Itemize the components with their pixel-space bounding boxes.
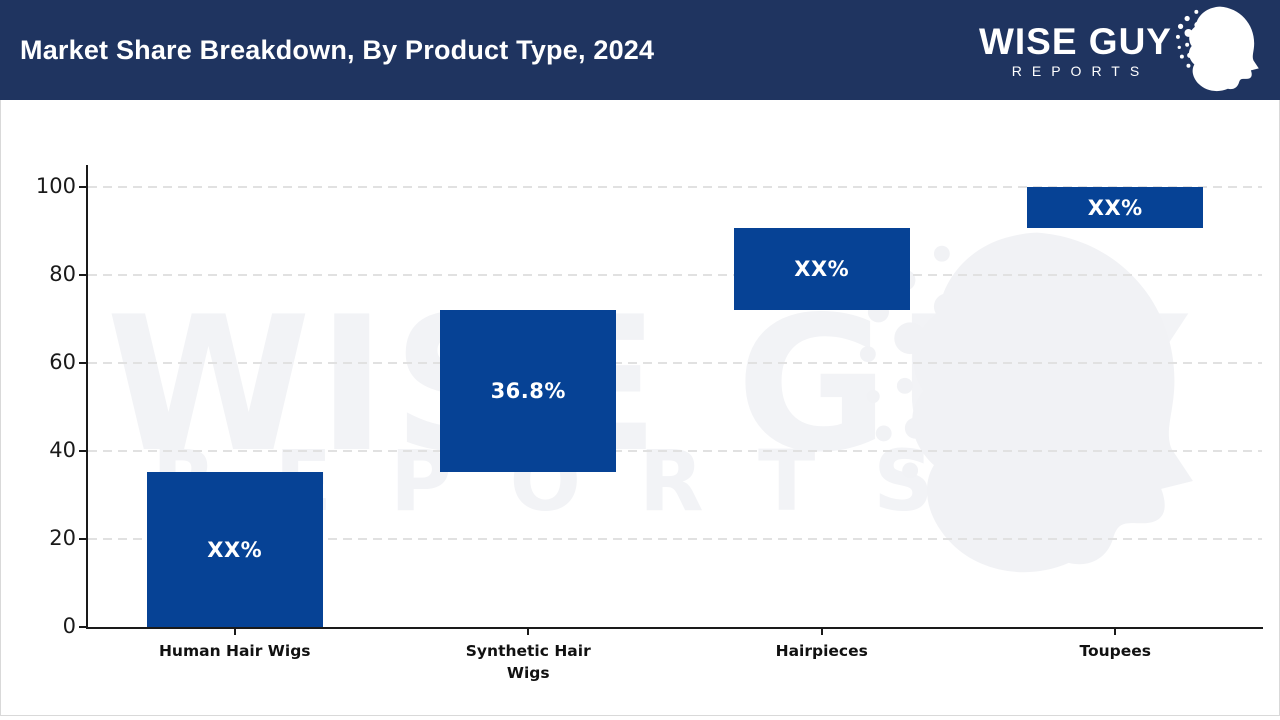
x-tick-label: Human Hair Wigs — [158, 642, 311, 660]
y-tick-label: 60 — [49, 350, 76, 374]
y-tick-label: 40 — [49, 438, 76, 462]
bar-value-label: XX% — [794, 257, 850, 282]
chart-bar: XX% — [733, 228, 910, 311]
y-tick-label: 80 — [49, 262, 76, 286]
gridline — [88, 362, 1262, 364]
brand-logo: WISE GUY REPORTS — [979, 4, 1266, 96]
x-tick-mark — [1114, 627, 1117, 635]
bar-value-label: XX% — [1087, 195, 1143, 220]
y-tick-mark — [79, 626, 88, 628]
chart-bar: XX% — [146, 472, 323, 627]
y-tick-mark — [79, 450, 88, 452]
bar-value-label: 36.8% — [490, 379, 566, 404]
y-tick-label: 20 — [49, 526, 76, 550]
y-tick-label: 0 — [62, 614, 76, 638]
y-tick-label: 100 — [35, 174, 76, 198]
gridline — [88, 274, 1262, 276]
brand-name: WISE GUY — [978, 20, 1172, 62]
y-tick-mark — [79, 186, 88, 188]
x-tick-mark — [820, 627, 823, 635]
x-tick-mark — [233, 627, 236, 635]
bar-value-label: XX% — [207, 537, 263, 562]
y-tick-mark — [79, 274, 88, 276]
x-tick-label: Synthetic Hair Wigs — [465, 642, 591, 682]
x-tick-label: Hairpieces — [775, 642, 868, 660]
dotted-head-icon — [1175, 6, 1259, 92]
y-tick-mark — [79, 538, 88, 540]
chart-bar: 36.8% — [440, 310, 617, 473]
page-title: Market Share Breakdown, By Product Type,… — [20, 34, 655, 65]
x-axis-line — [86, 627, 1263, 629]
brand-subtitle: REPORTS — [1011, 62, 1150, 79]
frame-border-bottom — [0, 715, 1280, 716]
x-tick-mark — [527, 627, 530, 635]
frame-border-left — [0, 100, 1, 715]
header-bar: Market Share Breakdown, By Product Type,… — [0, 0, 1280, 100]
gridline — [88, 450, 1262, 452]
y-tick-mark — [79, 362, 88, 364]
brand-logo-text: WISE GUY REPORTS — [979, 23, 1172, 78]
gridline — [88, 186, 1262, 188]
x-tick-label: Toupees — [1079, 642, 1152, 660]
y-axis-line — [86, 165, 88, 629]
chart-bar: XX% — [1027, 187, 1204, 229]
gridline — [88, 538, 1262, 540]
